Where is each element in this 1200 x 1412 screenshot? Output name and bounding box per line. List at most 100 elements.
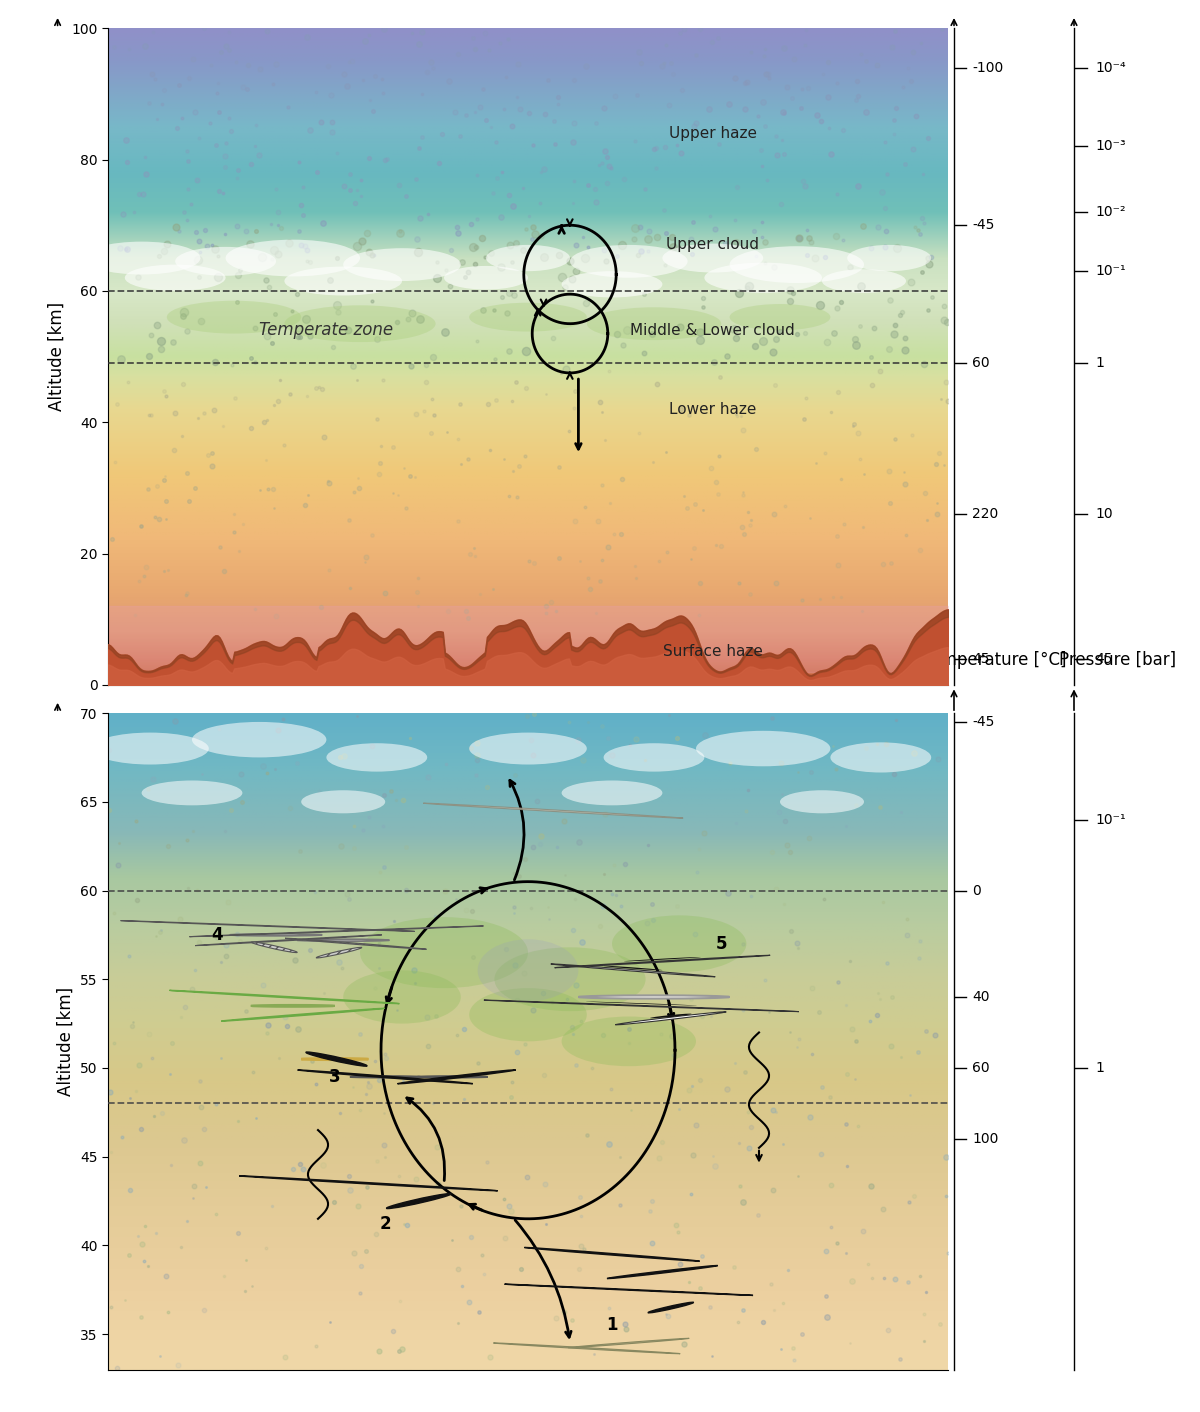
Ellipse shape xyxy=(648,1302,694,1313)
Text: Temperature [°C]: Temperature [°C] xyxy=(923,651,1067,669)
Ellipse shape xyxy=(284,305,436,342)
Ellipse shape xyxy=(730,246,864,282)
Text: Middle & Lower cloud: Middle & Lower cloud xyxy=(630,323,796,337)
Text: Pressure [bar]: Pressure [bar] xyxy=(1058,651,1176,669)
Ellipse shape xyxy=(562,1017,696,1066)
Ellipse shape xyxy=(91,733,209,764)
Text: 10⁻²: 10⁻² xyxy=(1096,205,1126,219)
Ellipse shape xyxy=(326,743,427,771)
Circle shape xyxy=(301,1059,368,1060)
Text: 45: 45 xyxy=(972,651,990,665)
Ellipse shape xyxy=(169,990,400,1004)
Text: 4: 4 xyxy=(211,926,223,943)
Ellipse shape xyxy=(444,265,528,289)
Ellipse shape xyxy=(360,918,528,988)
Ellipse shape xyxy=(306,1052,367,1066)
Ellipse shape xyxy=(226,240,360,277)
Ellipse shape xyxy=(298,1070,473,1083)
Text: 10: 10 xyxy=(1096,507,1114,521)
Ellipse shape xyxy=(570,244,688,278)
Ellipse shape xyxy=(316,947,362,957)
Ellipse shape xyxy=(424,803,683,818)
Ellipse shape xyxy=(696,731,830,767)
Ellipse shape xyxy=(780,791,864,813)
Ellipse shape xyxy=(397,1070,516,1084)
Text: Lower haze: Lower haze xyxy=(670,401,756,417)
Ellipse shape xyxy=(142,781,242,805)
Ellipse shape xyxy=(469,302,587,332)
Ellipse shape xyxy=(569,1339,689,1347)
Ellipse shape xyxy=(586,1001,697,1005)
Text: Surface haze: Surface haze xyxy=(662,644,763,659)
Ellipse shape xyxy=(486,244,570,271)
Ellipse shape xyxy=(343,970,461,1024)
Ellipse shape xyxy=(830,743,931,772)
Text: 1: 1 xyxy=(1096,1060,1104,1075)
Ellipse shape xyxy=(386,1193,451,1209)
Text: 100: 100 xyxy=(972,1132,998,1147)
Circle shape xyxy=(251,1005,335,1007)
Ellipse shape xyxy=(612,915,746,971)
Ellipse shape xyxy=(284,267,402,295)
Text: 1: 1 xyxy=(606,1316,618,1334)
Ellipse shape xyxy=(822,270,906,292)
Ellipse shape xyxy=(493,1343,680,1354)
Ellipse shape xyxy=(194,935,383,946)
Text: 2: 2 xyxy=(379,1216,391,1233)
Ellipse shape xyxy=(730,304,830,330)
Ellipse shape xyxy=(562,271,662,298)
Text: 10⁻³: 10⁻³ xyxy=(1096,140,1127,154)
Ellipse shape xyxy=(562,781,662,805)
Ellipse shape xyxy=(221,1008,385,1021)
Ellipse shape xyxy=(239,1176,498,1190)
Y-axis label: Altitude [km]: Altitude [km] xyxy=(48,302,66,411)
Ellipse shape xyxy=(847,244,931,271)
Text: Upper cloud: Upper cloud xyxy=(666,237,760,253)
Ellipse shape xyxy=(494,947,646,1011)
Ellipse shape xyxy=(650,1014,691,1018)
Text: 10⁻¹: 10⁻¹ xyxy=(1096,264,1127,278)
Ellipse shape xyxy=(469,988,587,1042)
Ellipse shape xyxy=(167,301,301,333)
Ellipse shape xyxy=(192,722,326,757)
Ellipse shape xyxy=(284,938,427,949)
Y-axis label: Altitude [km]: Altitude [km] xyxy=(56,987,74,1096)
Text: 60: 60 xyxy=(972,1060,990,1075)
Ellipse shape xyxy=(554,956,770,967)
Ellipse shape xyxy=(662,244,763,273)
Ellipse shape xyxy=(484,1000,799,1011)
Ellipse shape xyxy=(83,241,200,274)
Ellipse shape xyxy=(190,926,484,936)
Ellipse shape xyxy=(478,939,578,1001)
Ellipse shape xyxy=(125,264,226,291)
Text: 5: 5 xyxy=(715,935,727,953)
Ellipse shape xyxy=(251,942,298,953)
Text: 45: 45 xyxy=(1096,651,1114,665)
Text: 3: 3 xyxy=(329,1067,341,1086)
Text: -100: -100 xyxy=(972,61,1003,75)
Ellipse shape xyxy=(524,1247,700,1261)
Ellipse shape xyxy=(301,791,385,813)
Text: -45: -45 xyxy=(972,714,995,729)
Ellipse shape xyxy=(587,308,721,340)
Text: 40: 40 xyxy=(972,990,990,1004)
Ellipse shape xyxy=(343,249,461,281)
Text: 10⁻¹: 10⁻¹ xyxy=(1096,812,1127,826)
Circle shape xyxy=(578,995,730,998)
Text: Temperate zone: Temperate zone xyxy=(259,322,394,339)
Circle shape xyxy=(230,933,322,936)
Text: 0: 0 xyxy=(972,884,982,898)
Ellipse shape xyxy=(604,966,662,970)
Ellipse shape xyxy=(469,733,587,764)
Ellipse shape xyxy=(504,1284,754,1295)
Text: 220: 220 xyxy=(972,507,998,521)
Ellipse shape xyxy=(175,247,276,275)
Ellipse shape xyxy=(616,1012,726,1025)
Text: Upper haze: Upper haze xyxy=(668,126,757,141)
Ellipse shape xyxy=(704,263,822,292)
Text: 60: 60 xyxy=(972,356,990,370)
Circle shape xyxy=(298,939,389,942)
Text: 1: 1 xyxy=(1096,356,1104,370)
Ellipse shape xyxy=(607,1265,718,1279)
Ellipse shape xyxy=(624,957,701,962)
